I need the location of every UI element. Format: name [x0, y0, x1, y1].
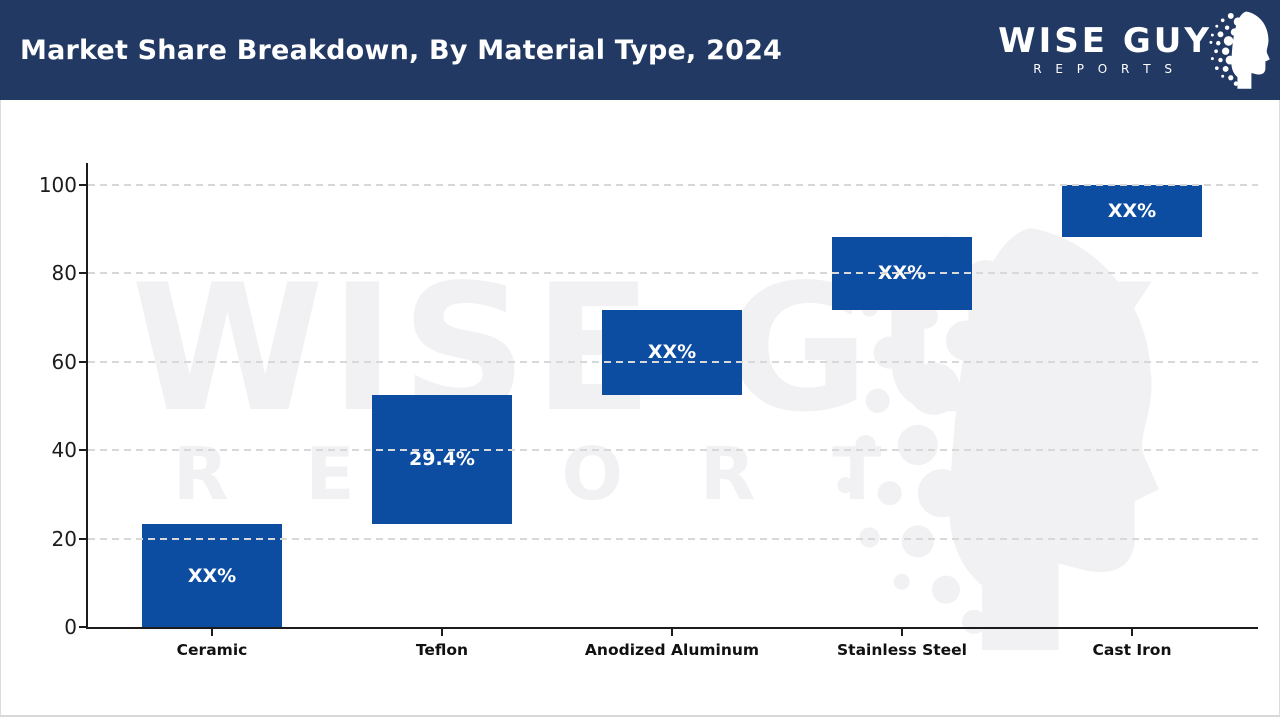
gridline [88, 184, 1258, 186]
logo-wordmark-line1: WISE GUY [998, 21, 1212, 61]
x-category-label: Cast Iron [1092, 641, 1172, 659]
wiseguy-logo: WISE GUY R E P O R T S [998, 10, 1270, 91]
logo-wordmark-line2: R E P O R T S [1033, 62, 1177, 76]
y-tick-label: 100 [38, 173, 77, 197]
bar-ceramic: XX% [142, 524, 282, 627]
y-tick-mark [79, 626, 86, 628]
y-tick-label: 20 [51, 526, 77, 551]
x-tick-mark [671, 629, 673, 636]
bar-value-label: XX% [187, 564, 237, 587]
gridline [88, 272, 1258, 275]
y-tick-label: 80 [51, 261, 77, 286]
x-category-label: Teflon [415, 641, 469, 659]
x-tick-mark [441, 629, 443, 636]
bar-teflon: 29.4% [372, 394, 512, 525]
bar-anodized-aluminum: XX% [602, 309, 742, 395]
bar-value-label: XX% [1107, 200, 1157, 223]
y-tick-label: 60 [51, 349, 77, 374]
x-tick-mark [211, 629, 213, 636]
gridline [88, 537, 1258, 540]
y-tick-mark [79, 272, 86, 275]
x-axis-spine [86, 627, 1258, 629]
bar-value-label: XX% [647, 341, 697, 364]
plot: 0 20 40 60 80 100 XX% Ceramic 29.4% Teflon XX% Anod… [1, 100, 1279, 715]
x-tick-mark [901, 629, 903, 636]
y-tick-label: 40 [51, 438, 77, 463]
x-tick-mark [1131, 629, 1133, 636]
y-axis-spine [86, 163, 88, 629]
bar-value-label: 29.4% [409, 448, 475, 471]
bar-cast-iron: XX% [1062, 185, 1202, 238]
x-category-label: Ceramic [176, 641, 248, 659]
y-tick-mark [79, 360, 86, 363]
page-title: Market Share Breakdown, By Material Type… [20, 34, 783, 66]
x-category-label: Anodized Aluminum [584, 641, 760, 659]
gridline [88, 449, 1258, 452]
y-tick-mark [79, 184, 86, 186]
gridline [88, 360, 1258, 363]
header-bar: Market Share Breakdown, By Material Type… [0, 0, 1280, 100]
y-tick-mark [79, 449, 86, 452]
chart-area: WISE GUY R E P O R T S 0 20 40 60 80 100 XX% Ce… [0, 100, 1280, 717]
x-category-label: Stainless Steel [837, 641, 967, 659]
y-tick-mark [79, 537, 86, 540]
y-tick-label: 0 [64, 615, 77, 639]
logo-wordmark: WISE GUY R E P O R T S [998, 24, 1212, 76]
